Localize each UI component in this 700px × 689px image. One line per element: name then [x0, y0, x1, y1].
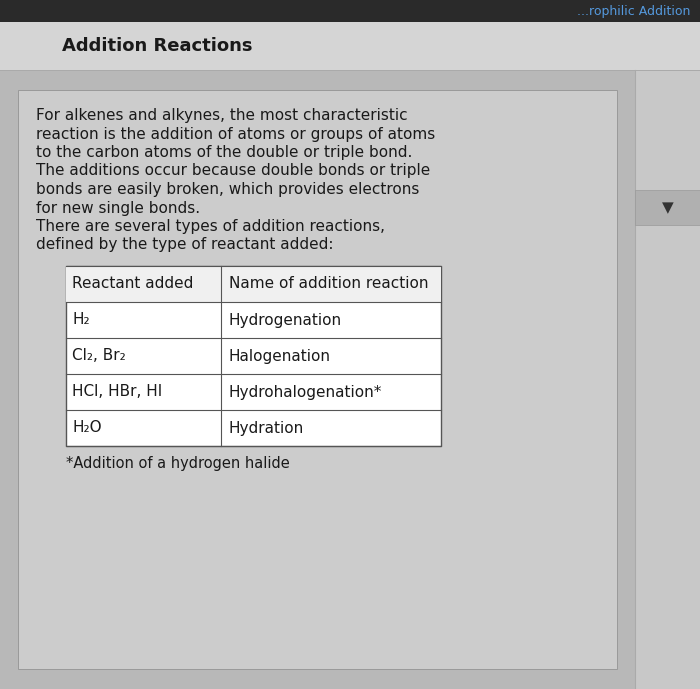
Bar	[0, 22, 700, 70]
Text: Reactant added: Reactant added	[72, 276, 193, 291]
Text: Hydrohalogenation*: Hydrohalogenation*	[229, 384, 382, 400]
Text: Addition Reactions: Addition Reactions	[62, 37, 253, 55]
Text: HCl, HBr, HI: HCl, HBr, HI	[72, 384, 162, 400]
Text: *Addition of a hydrogen halide: *Addition of a hydrogen halide	[66, 456, 290, 471]
Text: Name of addition reaction: Name of addition reaction	[229, 276, 428, 291]
Bar	[0, 0, 700, 22]
Text: for new single bonds.: for new single bonds.	[36, 200, 200, 216]
Text: defined by the type of reactant added:: defined by the type of reactant added:	[36, 238, 333, 252]
Bar	[18, 90, 617, 669]
Text: reaction is the addition of atoms or groups of atoms: reaction is the addition of atoms or gro…	[36, 127, 435, 141]
Text: H₂O: H₂O	[72, 420, 102, 435]
Text: bonds are easily broken, which provides electrons: bonds are easily broken, which provides …	[36, 182, 419, 197]
Bar	[66, 266, 441, 446]
Text: Hydrogenation: Hydrogenation	[229, 313, 342, 327]
Text: Halogenation: Halogenation	[229, 349, 331, 364]
Text: to the carbon atoms of the double or triple bond.: to the carbon atoms of the double or tri…	[36, 145, 412, 160]
Bar	[0, 70, 700, 689]
Bar	[66, 266, 441, 302]
Bar	[635, 70, 700, 689]
Bar	[635, 190, 700, 225]
Text: ▼: ▼	[662, 200, 673, 215]
Text: Cl₂, Br₂: Cl₂, Br₂	[72, 349, 126, 364]
Text: Hydration: Hydration	[229, 420, 304, 435]
Text: H₂: H₂	[72, 313, 90, 327]
Text: ...rophilic Addition: ...rophilic Addition	[577, 5, 690, 17]
Text: For alkenes and alkynes, the most characteristic: For alkenes and alkynes, the most charac…	[36, 108, 407, 123]
Text: The additions occur because double bonds or triple: The additions occur because double bonds…	[36, 163, 430, 178]
Text: There are several types of addition reactions,: There are several types of addition reac…	[36, 219, 385, 234]
